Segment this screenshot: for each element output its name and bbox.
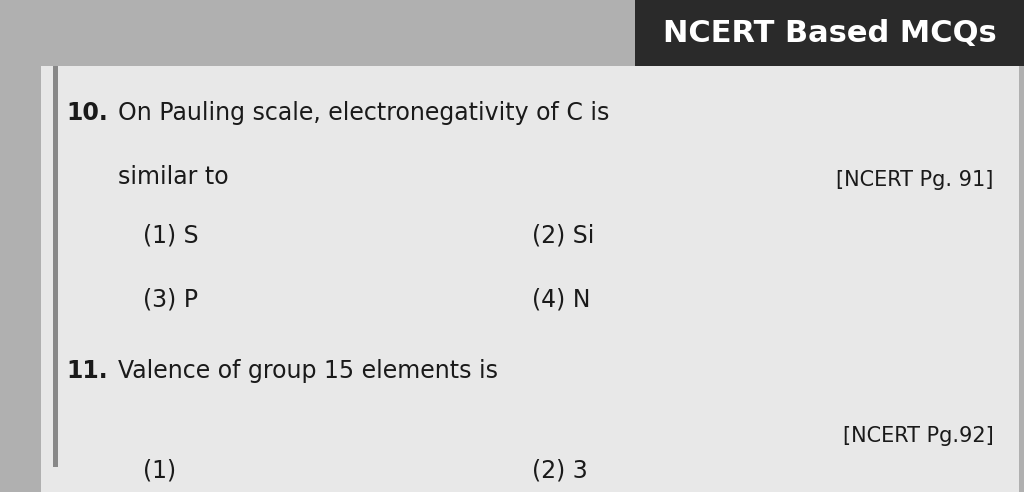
Text: On Pauling scale, electronegativity of C is: On Pauling scale, electronegativity of C… (118, 101, 609, 125)
Text: [NCERT Pg. 91]: [NCERT Pg. 91] (836, 170, 993, 190)
Text: (1): (1) (143, 458, 176, 482)
Text: (3) P: (3) P (143, 288, 199, 312)
Bar (53, 66, 58, 467)
Text: similar to: similar to (118, 165, 228, 189)
Text: (2) Si: (2) Si (532, 224, 595, 248)
Text: 10.: 10. (67, 101, 109, 125)
Text: (2) 3: (2) 3 (532, 458, 588, 482)
Text: [NCERT Pg.92]: [NCERT Pg.92] (843, 426, 993, 446)
Text: NCERT Based MCQs: NCERT Based MCQs (663, 19, 996, 48)
Bar (635, 0, 1024, 66)
Bar (41, 66, 1019, 492)
Text: (4) N: (4) N (532, 288, 591, 312)
Text: 11.: 11. (67, 359, 109, 383)
Text: Valence of group 15 elements is: Valence of group 15 elements is (118, 359, 498, 383)
Text: (1) S: (1) S (143, 224, 199, 248)
